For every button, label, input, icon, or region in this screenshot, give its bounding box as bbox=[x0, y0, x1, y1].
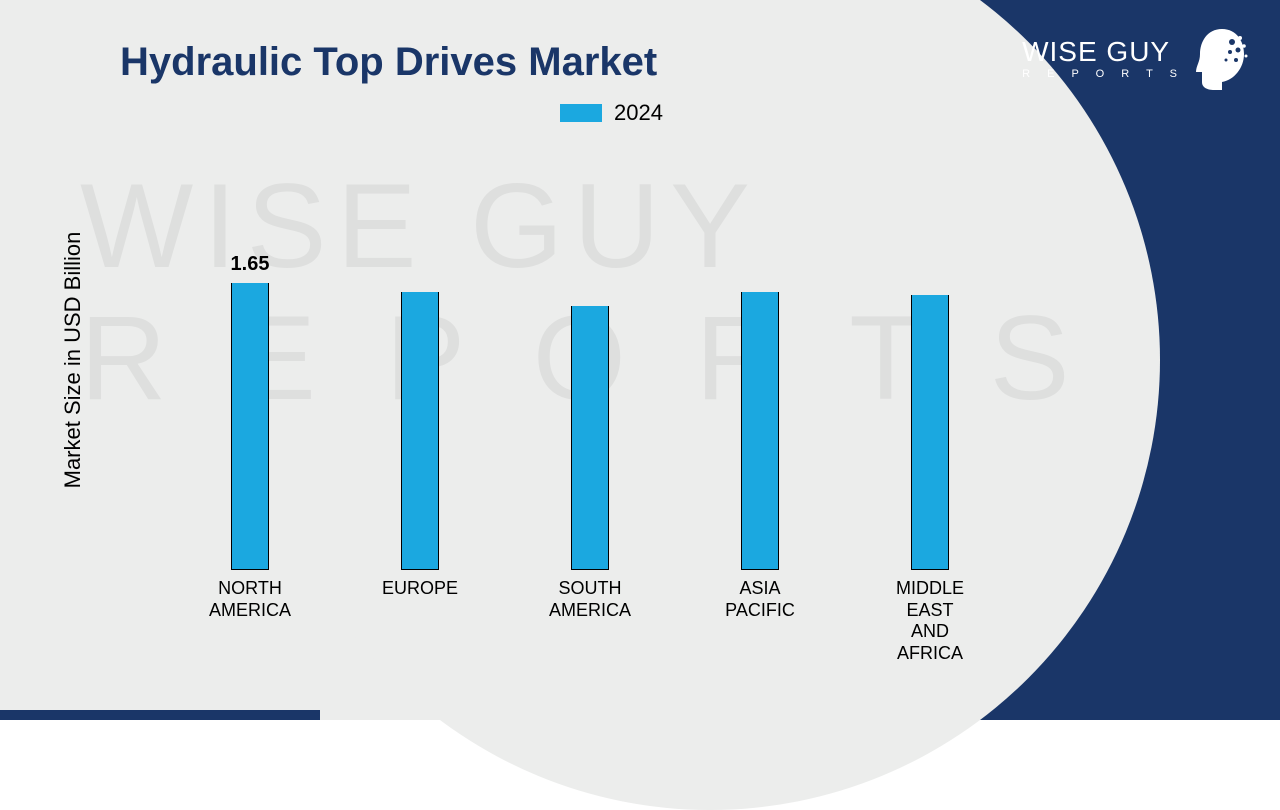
bar-group: SOUTH AMERICA bbox=[530, 276, 650, 570]
bar-group: 1.65NORTH AMERICA bbox=[190, 253, 310, 570]
bar bbox=[911, 295, 949, 570]
bar-category-label: NORTH AMERICA bbox=[180, 578, 320, 621]
bottom-accent-bar bbox=[0, 710, 320, 720]
bar bbox=[401, 292, 439, 570]
bar bbox=[741, 292, 779, 570]
bar-value-label bbox=[360, 262, 480, 286]
y-axis-label: Market Size in USD Billion bbox=[60, 232, 86, 489]
bar-value-label bbox=[700, 262, 820, 286]
bar-value-label: 1.65 bbox=[190, 253, 310, 277]
bar-group: MIDDLE EAST AND AFRICA bbox=[870, 265, 990, 570]
brand-subtitle: R E P O R T S bbox=[1022, 68, 1184, 80]
chart-title: Hydraulic Top Drives Market bbox=[120, 40, 657, 85]
legend-swatch bbox=[560, 104, 602, 122]
bar bbox=[571, 306, 609, 570]
bar-category-label: ASIA PACIFIC bbox=[690, 578, 830, 621]
bar-category-label: SOUTH AMERICA bbox=[520, 578, 660, 621]
bar-value-label bbox=[870, 265, 990, 289]
page-root: WISE GUY R E P O R T S WISE GUY R E P O … bbox=[0, 0, 1280, 720]
brand-head-icon bbox=[1192, 24, 1252, 94]
bar-group: ASIA PACIFIC bbox=[700, 262, 820, 570]
legend: 2024 bbox=[560, 100, 663, 126]
bar-category-label: EUROPE bbox=[350, 578, 490, 600]
plot-region: 1.65NORTH AMERICA EUROPE SOUTH AMERICA ASIA… bbox=[130, 170, 970, 570]
bar bbox=[231, 283, 269, 570]
chart-area: Market Size in USD Billion 1.65NORTH AME… bbox=[70, 140, 970, 680]
bar-value-label bbox=[530, 276, 650, 300]
right-brand-panel bbox=[960, 0, 1280, 720]
brand-name: WISE GUY bbox=[1022, 38, 1184, 66]
legend-label: 2024 bbox=[614, 100, 663, 126]
bar-category-label: MIDDLE EAST AND AFRICA bbox=[860, 578, 1000, 664]
bar-group: EUROPE bbox=[360, 262, 480, 570]
brand-text-block: WISE GUY R E P O R T S bbox=[1022, 38, 1184, 80]
brand-logo: WISE GUY R E P O R T S bbox=[1022, 24, 1252, 94]
